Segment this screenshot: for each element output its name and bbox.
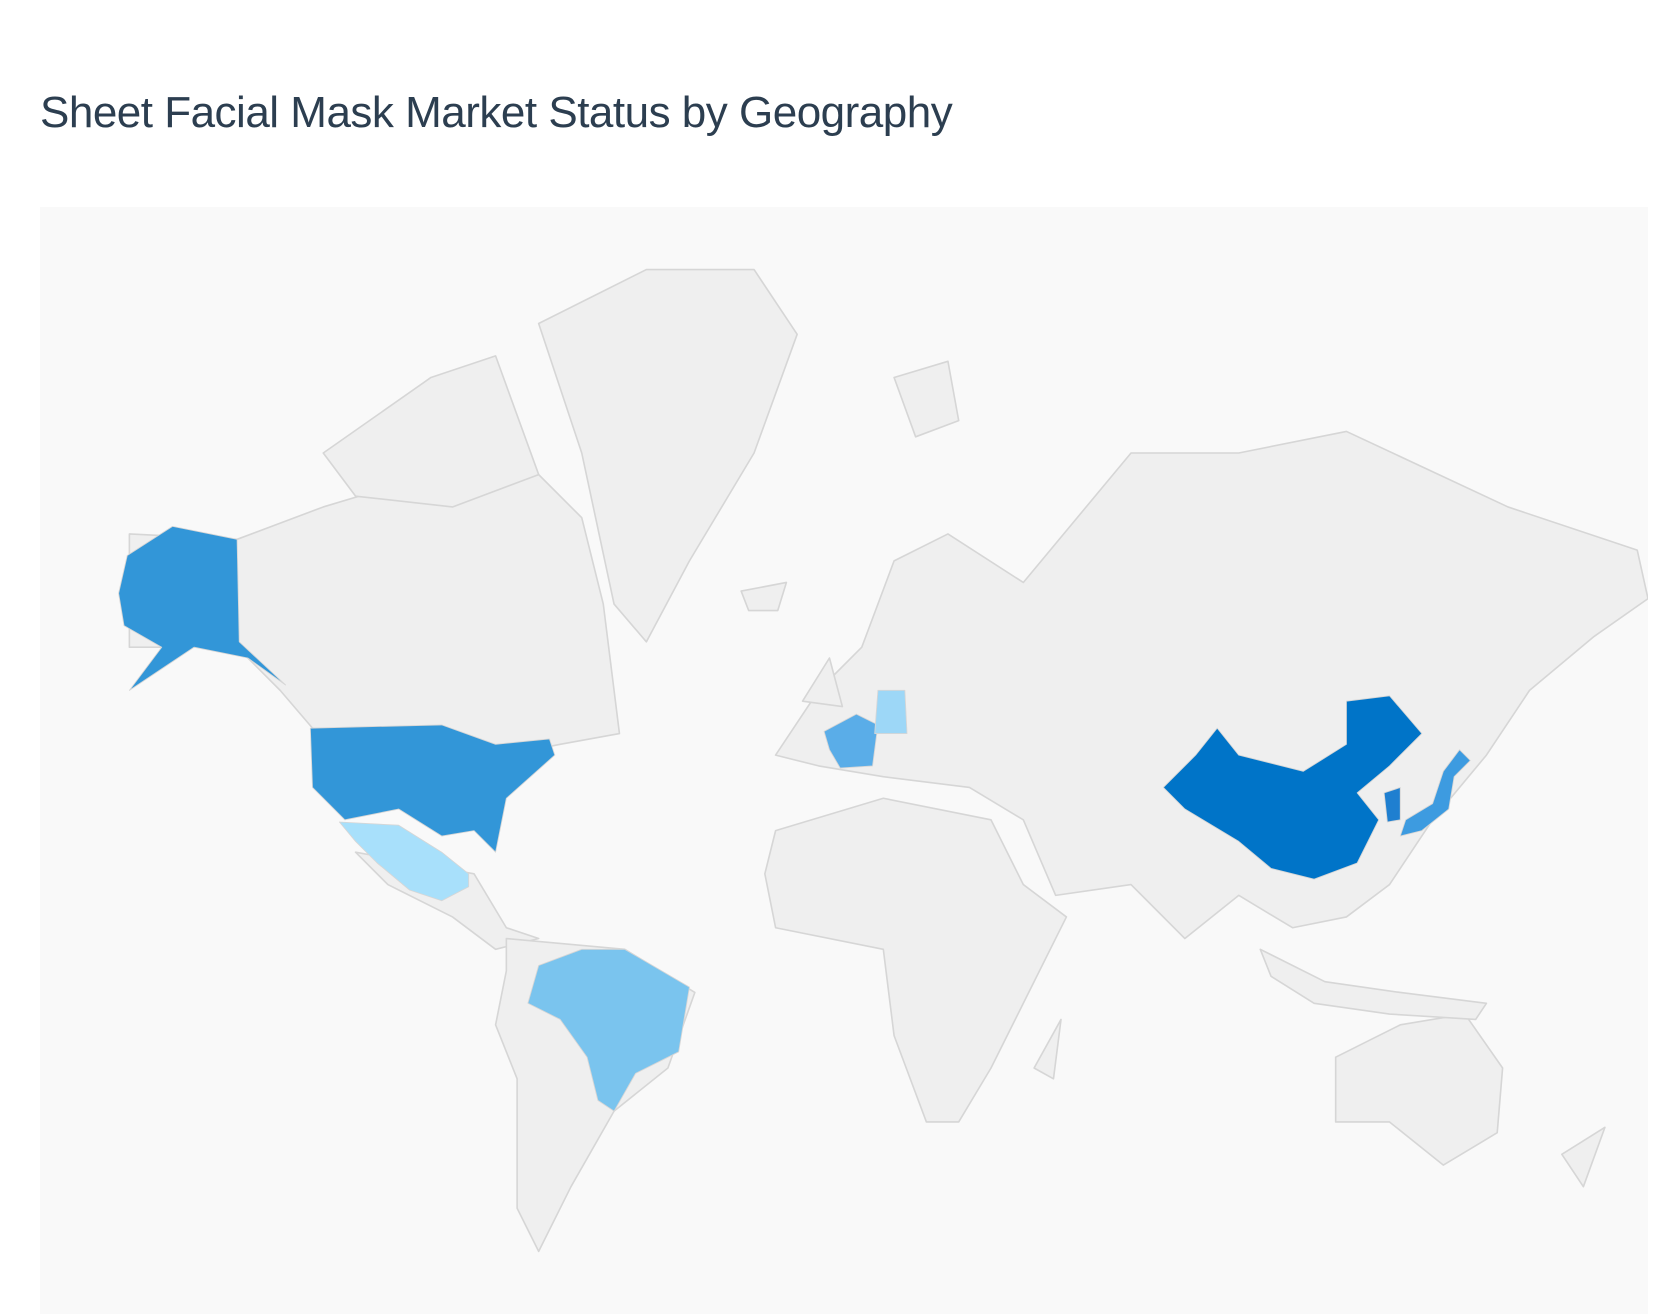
region-madagascar[interactable]: [1033, 1018, 1062, 1080]
region-africa[interactable]: [764, 797, 1068, 1123]
country-japan[interactable]: [1399, 749, 1471, 837]
country-france[interactable]: [823, 713, 879, 769]
country-mexico[interactable]: [338, 821, 470, 902]
country-usa-alaska[interactable]: [118, 525, 286, 691]
region-new-zealand[interactable]: [1561, 1126, 1606, 1188]
world-map[interactable]: [40, 207, 1648, 1314]
region-indonesia[interactable]: [1259, 948, 1488, 1021]
region-uk[interactable]: [801, 657, 844, 708]
country-brazil[interactable]: [527, 948, 690, 1112]
region-svalbard[interactable]: [893, 360, 960, 438]
country-china[interactable]: [1162, 695, 1423, 880]
highlighted-countries: [118, 525, 1471, 1112]
region-greenland[interactable]: [537, 268, 798, 643]
region-australia[interactable]: [1334, 1013, 1504, 1166]
region-arctic-islands[interactable]: [322, 355, 540, 508]
region-iceland[interactable]: [740, 581, 788, 612]
page-title: Sheet Facial Mask Market Status by Geogr…: [40, 88, 953, 137]
map-svg: [118, 268, 1648, 1253]
country-germany[interactable]: [874, 689, 908, 734]
country-south-korea[interactable]: [1383, 787, 1401, 823]
country-usa[interactable]: [309, 724, 556, 853]
